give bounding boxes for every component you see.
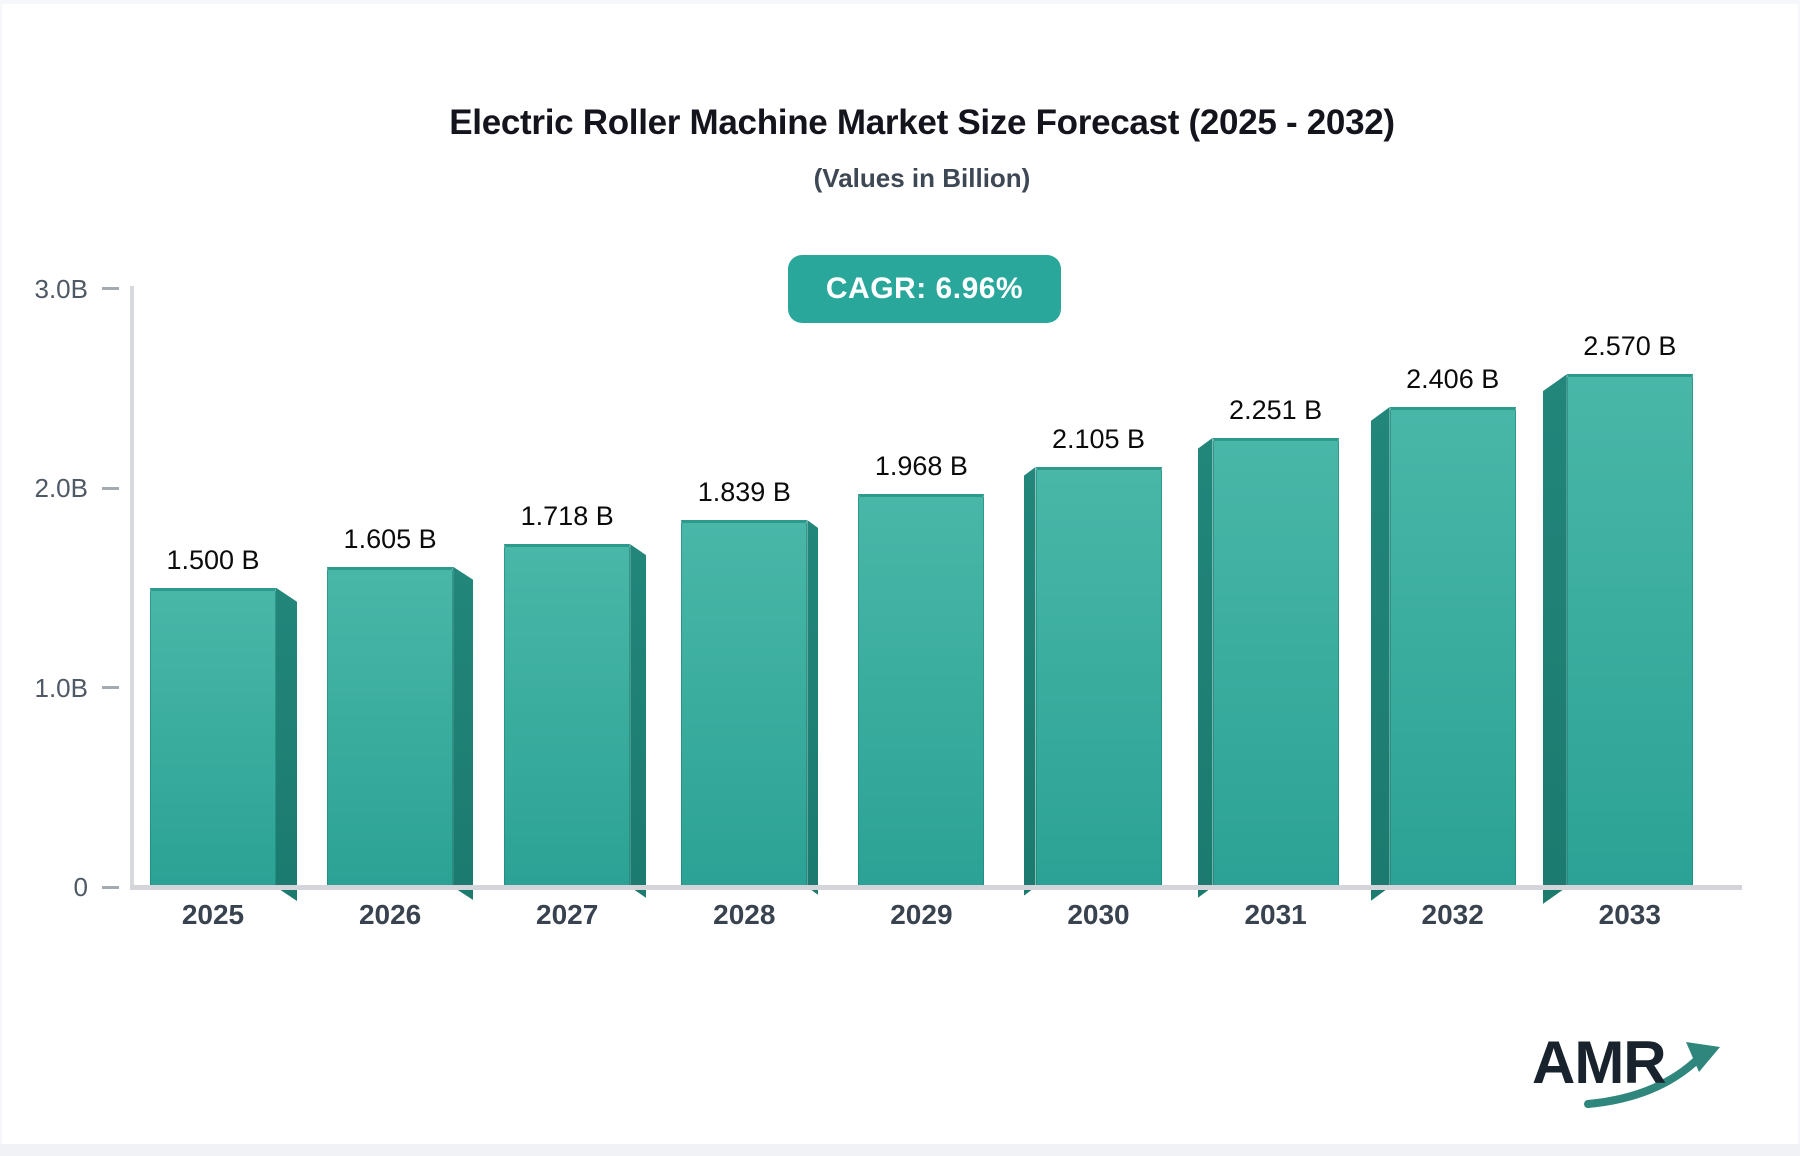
page-edge-right: [1798, 0, 1800, 1156]
bar-value-label-2025: 1.500 B: [166, 544, 260, 575]
x-axis-label-2033: 2033: [1598, 899, 1661, 930]
x-axis-label-2031: 2031: [1244, 899, 1307, 930]
x-axis-label-2028: 2028: [713, 899, 776, 930]
bar-value-label-2032: 2.406 B: [1406, 364, 1500, 394]
bar-2032: [1389, 407, 1516, 887]
y-axis-label-1.0B: 1.0B: [34, 672, 89, 703]
page-edge-top: [0, 0, 1800, 4]
bar-side-2027: [630, 544, 646, 898]
chart-title: Electric Roller Machine Market Size Fore…: [449, 103, 1395, 142]
bar-side-2031: [1198, 438, 1213, 898]
growth-arrow-icon: [1584, 1042, 1720, 1108]
amr-logo: AMR: [1532, 1028, 1752, 1120]
bar-2029: [858, 494, 985, 887]
bar-2030: [1035, 467, 1162, 887]
bar-value-label-2031: 2.251 B: [1229, 394, 1323, 425]
x-axis-line: [130, 885, 1742, 890]
x-axis-label-2030: 2030: [1067, 899, 1130, 930]
x-axis-label-2025: 2025: [181, 899, 245, 930]
bar-value-label-2028: 1.839 B: [697, 477, 791, 508]
chart-subtitle: (Values in Billion): [813, 163, 1031, 193]
bar-2027: [504, 544, 631, 887]
bar-side-2025: [276, 588, 297, 901]
cagr-badge: CAGR: 6.96%: [788, 255, 1061, 323]
bar-side-2033: [1543, 374, 1567, 904]
y-axis-line: [130, 286, 134, 888]
y-axis-label-2.0B: 2.0B: [34, 473, 89, 503]
x-axis-label-2026: 2026: [358, 899, 422, 930]
x-axis-label-2029: 2029: [890, 899, 953, 930]
bar-side-2032: [1371, 407, 1390, 901]
page-edge-bottom: [0, 1144, 1800, 1156]
y-axis-tick-2.0B: [102, 486, 119, 490]
bar-value-label-2033: 2.570 B: [1583, 331, 1677, 362]
x-axis-label-2027: 2027: [536, 899, 599, 930]
bar-value-label-2027: 1.718 B: [520, 501, 614, 532]
bar-side-2028: [807, 520, 818, 895]
bar-value-label-2029: 1.968 B: [874, 451, 968, 482]
y-axis-label-3.0B: 3.0B: [34, 273, 89, 304]
amr-logo-text: AMR: [1532, 1029, 1667, 1096]
bar-2033: [1566, 374, 1693, 887]
y-axis-tick-1.0B: [102, 686, 119, 689]
page-edge-left: [0, 0, 2, 1156]
y-axis-label-0: 0: [73, 872, 88, 902]
bar-side-2030: [1024, 467, 1036, 896]
y-axis-tick-3.0B: [102, 287, 119, 290]
bar-value-label-2026: 1.605 B: [343, 523, 437, 554]
bar-value-label-2030: 2.105 B: [1051, 424, 1146, 455]
bar-2026: [327, 566, 454, 887]
x-axis-label-2032: 2032: [1421, 899, 1484, 930]
bar-side-2026: [453, 567, 473, 900]
bar-2028: [681, 520, 808, 887]
bar-2025: [150, 587, 276, 887]
bar-2031: [1212, 437, 1339, 887]
y-axis-tick-0: [102, 885, 119, 889]
